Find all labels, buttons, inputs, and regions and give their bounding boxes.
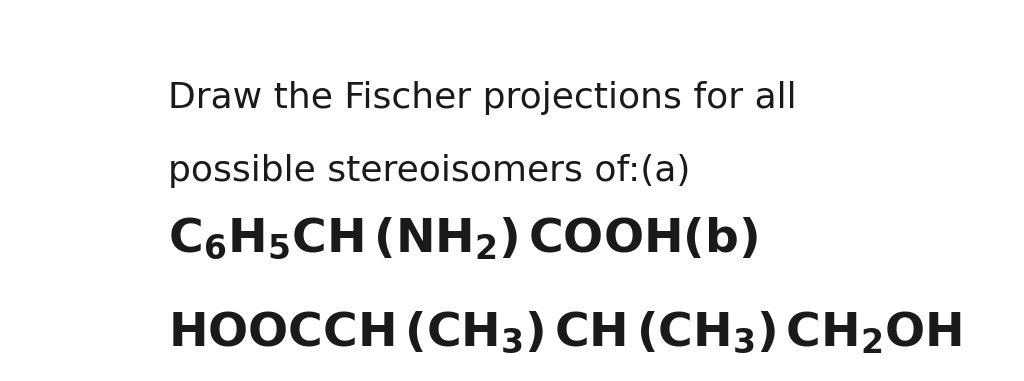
Text: $\bf{C}$$\bf{_6}$$\bf{H}$$\bf{_5}$$\bf{CH\,(NH_2)\,COOH(b)}$: $\bf{C}$$\bf{_6}$$\bf{H}$$\bf{_5}$$\bf{C… — [168, 216, 758, 262]
Text: $\bf{HOOCCH\,(CH_3)\,CH\,(CH_3)\,CH_2OH}$: $\bf{HOOCCH\,(CH_3)\,CH\,(CH_3)\,CH_2OH}… — [168, 310, 962, 355]
Text: possible stereoisomers of:(a): possible stereoisomers of:(a) — [168, 154, 690, 188]
Text: Draw the Fischer projections for all: Draw the Fischer projections for all — [168, 81, 797, 115]
